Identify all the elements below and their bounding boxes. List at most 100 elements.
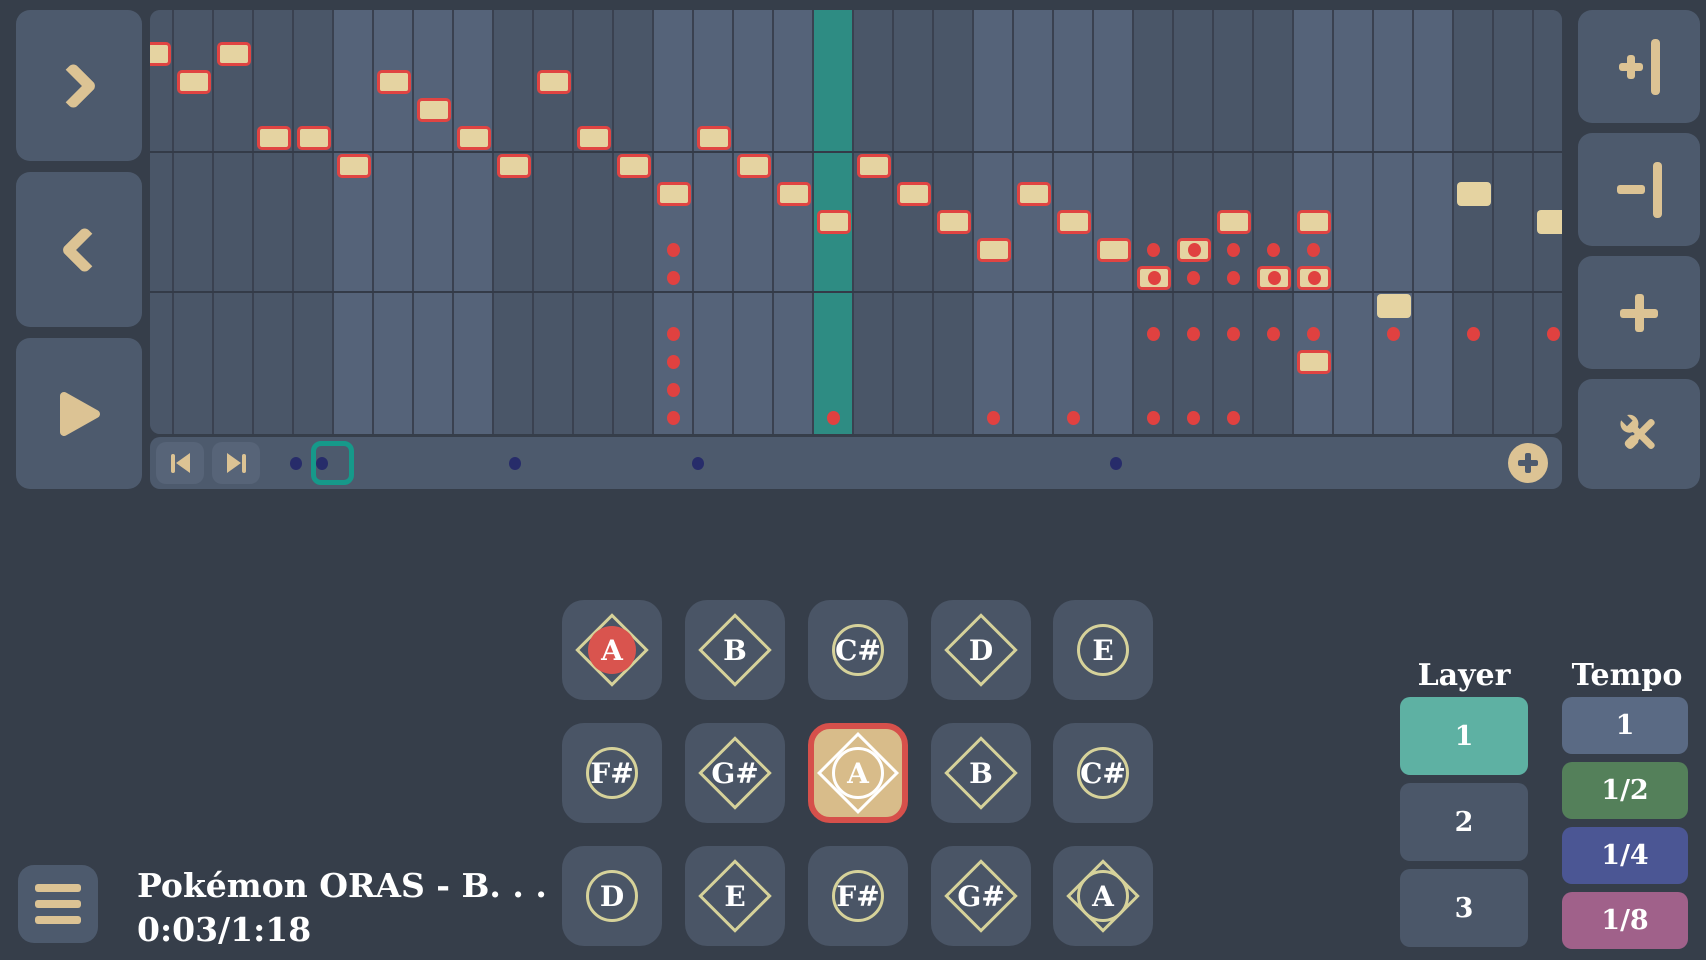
grid-column[interactable] bbox=[574, 10, 614, 434]
scroll-right-button[interactable] bbox=[16, 10, 142, 161]
note-current-layer bbox=[657, 182, 691, 206]
grid-column[interactable] bbox=[734, 10, 774, 434]
tempo-button-1-8[interactable]: 1/8 bbox=[1562, 892, 1688, 949]
note-key-d[interactable]: D bbox=[931, 600, 1031, 700]
remove-column-button[interactable] bbox=[1578, 133, 1700, 246]
note-current-layer bbox=[977, 238, 1011, 262]
grid-column[interactable] bbox=[1014, 10, 1054, 434]
grid-column[interactable] bbox=[454, 10, 494, 434]
skip-end-icon bbox=[226, 453, 241, 473]
grid-column[interactable] bbox=[414, 10, 454, 434]
grid-column[interactable] bbox=[1254, 10, 1294, 434]
grid-column[interactable] bbox=[1494, 10, 1534, 434]
layer-button-2[interactable]: 2 bbox=[1400, 783, 1528, 861]
plus-icon bbox=[1620, 293, 1658, 332]
note-dot-other-layer bbox=[1147, 411, 1160, 425]
note-key-label: G# bbox=[957, 879, 1005, 913]
octave-divider-line bbox=[150, 151, 1562, 153]
note-dot-other-layer bbox=[1467, 327, 1480, 341]
note-dot-other-layer bbox=[1187, 411, 1200, 425]
note-current-layer bbox=[497, 154, 531, 178]
add-column-button[interactable] bbox=[1578, 10, 1700, 123]
note-key-label: A bbox=[601, 633, 623, 667]
note-key-e[interactable]: E bbox=[685, 846, 785, 946]
grid-column[interactable] bbox=[774, 10, 814, 434]
note-dot-other-layer bbox=[1187, 327, 1200, 341]
note-dot-other-layer bbox=[667, 411, 680, 425]
grid-column[interactable] bbox=[854, 10, 894, 434]
grid-column[interactable] bbox=[1374, 10, 1414, 434]
note-key-csharp[interactable]: C# bbox=[808, 600, 908, 700]
note-key-a[interactable]: A bbox=[808, 723, 908, 823]
add-button[interactable] bbox=[1578, 256, 1700, 369]
note-current-layer bbox=[217, 42, 251, 66]
add-marker-button[interactable] bbox=[1508, 443, 1548, 483]
note-current-layer bbox=[737, 154, 771, 178]
tempo-button-1[interactable]: 1 bbox=[1562, 697, 1688, 754]
note-key-gsharp[interactable]: G# bbox=[931, 846, 1031, 946]
note-dot-other-layer bbox=[667, 327, 680, 341]
scroll-left-button[interactable] bbox=[16, 172, 142, 327]
note-key-b[interactable]: B bbox=[685, 600, 785, 700]
note-key-fsharp[interactable]: F# bbox=[808, 846, 908, 946]
grid-column[interactable] bbox=[1454, 10, 1494, 434]
timeline-section-dot bbox=[290, 457, 302, 470]
chevron-right-icon bbox=[49, 61, 98, 110]
note-dot-other-layer bbox=[1227, 271, 1240, 285]
layer-button-3[interactable]: 3 bbox=[1400, 869, 1528, 947]
note-key-d[interactable]: D bbox=[562, 846, 662, 946]
note-current-layer bbox=[150, 42, 171, 66]
note-other-layer bbox=[1377, 294, 1411, 318]
grid-column[interactable] bbox=[1334, 10, 1374, 434]
circle-plus-icon bbox=[1518, 453, 1538, 473]
note-key-fsharp[interactable]: F# bbox=[562, 723, 662, 823]
song-time: 0:03/1:18 bbox=[137, 910, 312, 949]
tempo-button-1-4[interactable]: 1/4 bbox=[1562, 827, 1688, 884]
circle-icon bbox=[832, 870, 884, 922]
skip-to-start-button[interactable] bbox=[156, 442, 204, 484]
tempo-button-1-2[interactable]: 1/2 bbox=[1562, 762, 1688, 819]
note-current-layer bbox=[577, 126, 611, 150]
note-grid[interactable] bbox=[150, 10, 1562, 434]
skip-start-icon bbox=[170, 453, 175, 473]
play-button[interactable] bbox=[16, 338, 142, 489]
grid-column[interactable] bbox=[254, 10, 294, 434]
layer-button-1[interactable]: 1 bbox=[1400, 697, 1528, 775]
grid-column[interactable] bbox=[974, 10, 1014, 434]
note-key-label: E bbox=[724, 879, 746, 913]
note-dot-other-layer bbox=[987, 411, 1000, 425]
note-dot-other-layer bbox=[1147, 327, 1160, 341]
tools-button[interactable] bbox=[1578, 379, 1700, 489]
grid-column[interactable] bbox=[1094, 10, 1134, 434]
timeline-bar[interactable] bbox=[150, 437, 1562, 489]
note-dot-other-layer bbox=[827, 411, 840, 425]
hamburger-icon bbox=[35, 884, 81, 892]
note-current-layer bbox=[1177, 238, 1211, 262]
note-key-b[interactable]: B bbox=[931, 723, 1031, 823]
grid-column[interactable] bbox=[334, 10, 374, 434]
grid-column[interactable] bbox=[654, 10, 694, 434]
note-key-csharp[interactable]: C# bbox=[1053, 723, 1153, 823]
grid-column[interactable] bbox=[694, 10, 734, 434]
grid-column[interactable] bbox=[294, 10, 334, 434]
grid-column[interactable] bbox=[1174, 10, 1214, 434]
grid-column[interactable] bbox=[614, 10, 654, 434]
note-key-e[interactable]: E bbox=[1053, 600, 1153, 700]
note-key-a[interactable]: A bbox=[562, 600, 662, 700]
note-key-a[interactable]: A bbox=[1053, 846, 1153, 946]
note-current-layer bbox=[1057, 210, 1091, 234]
menu-button[interactable] bbox=[18, 865, 98, 943]
timeline-section-dot bbox=[316, 457, 328, 470]
grid-column[interactable] bbox=[894, 10, 934, 434]
note-key-gsharp[interactable]: G# bbox=[685, 723, 785, 823]
grid-column[interactable] bbox=[1414, 10, 1454, 434]
skip-to-end-button[interactable] bbox=[212, 442, 260, 484]
grid-column[interactable] bbox=[214, 10, 254, 434]
grid-column[interactable] bbox=[150, 10, 174, 434]
grid-column[interactable] bbox=[494, 10, 534, 434]
note-key-label: B bbox=[969, 756, 993, 790]
timeline-viewport-indicator[interactable] bbox=[311, 441, 354, 485]
grid-column[interactable] bbox=[1134, 10, 1174, 434]
add-column-icon bbox=[1618, 38, 1660, 95]
note-dot-other-layer bbox=[667, 271, 680, 285]
